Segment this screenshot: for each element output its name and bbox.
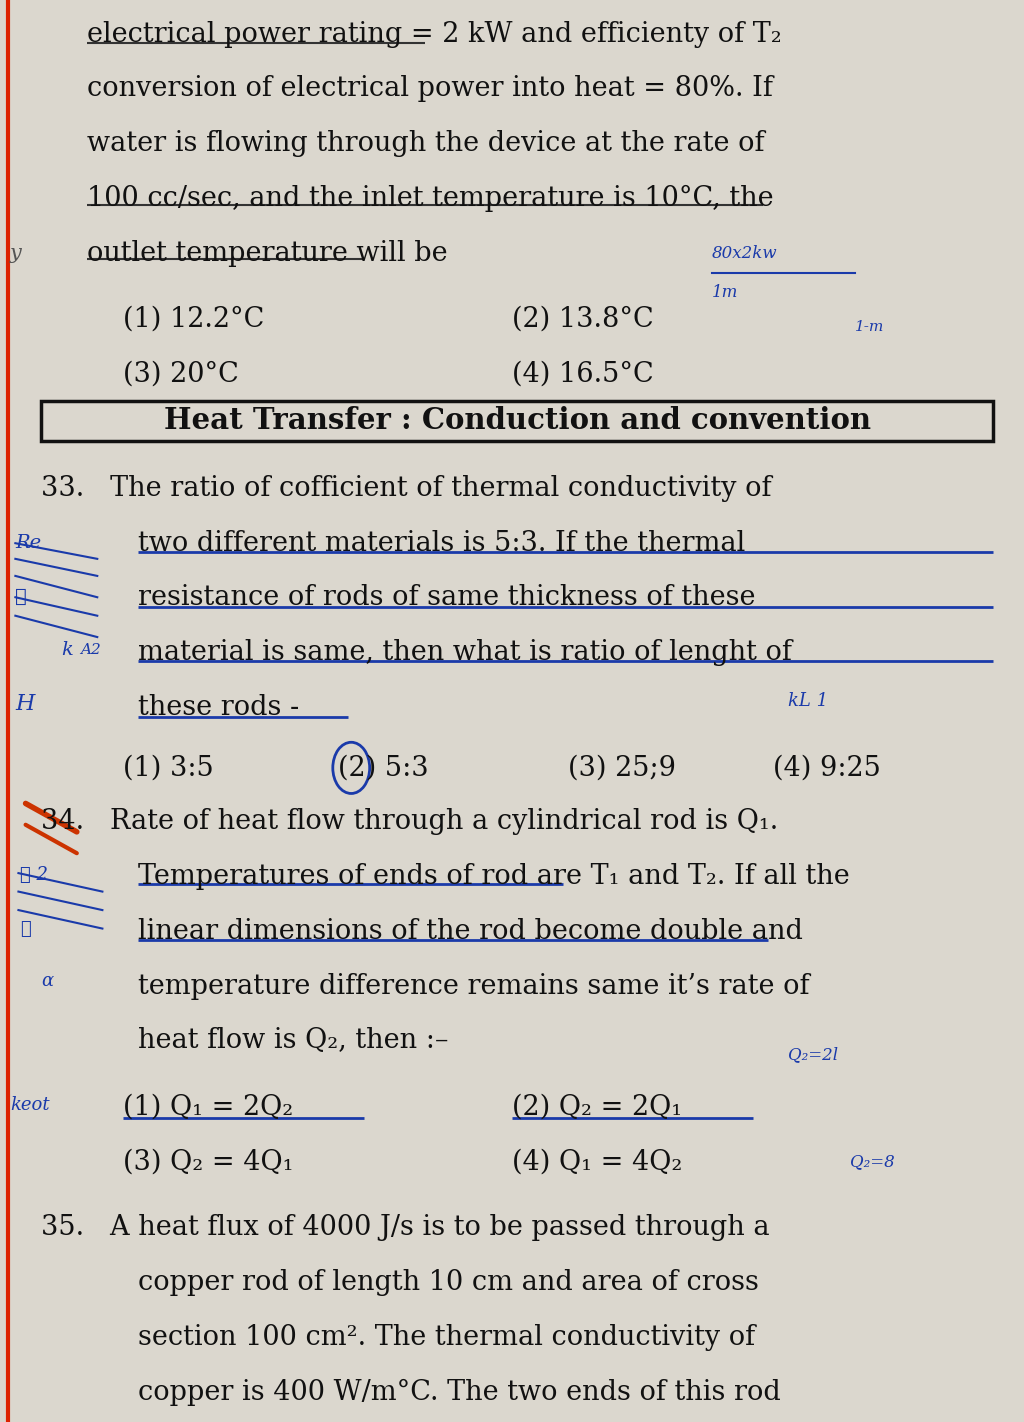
Text: ℓ 2: ℓ 2 [20, 866, 48, 883]
Text: Temperatures of ends of rod are T₁ and T₂. If all the: Temperatures of ends of rod are T₁ and T… [138, 863, 850, 890]
Text: conversion of electrical power into heat = 80%. If: conversion of electrical power into heat… [87, 75, 773, 102]
Text: α: α [41, 973, 53, 990]
Text: 80x2kw: 80x2kw [712, 245, 777, 262]
Text: Re: Re [15, 535, 42, 552]
Text: (3) 20°C: (3) 20°C [123, 361, 239, 387]
Text: Heat Transfer : Conduction and convention: Heat Transfer : Conduction and conventio… [164, 407, 870, 435]
Text: Q₂=2l: Q₂=2l [788, 1047, 839, 1064]
Text: A2: A2 [80, 643, 100, 657]
Text: copper rod of length 10 cm and area of cross: copper rod of length 10 cm and area of c… [138, 1270, 759, 1295]
Text: keot: keot [10, 1096, 50, 1113]
Text: (2) Q₂ = 2Q₁: (2) Q₂ = 2Q₁ [512, 1094, 682, 1121]
Text: (4) 16.5°C: (4) 16.5°C [512, 361, 653, 387]
Text: 34.   Rate of heat flow through a cylindrical rod is Q₁.: 34. Rate of heat flow through a cylindri… [41, 809, 778, 835]
Text: Q₂=8: Q₂=8 [850, 1153, 895, 1170]
Text: 33.   The ratio of cofficient of thermal conductivity of: 33. The ratio of cofficient of thermal c… [41, 475, 771, 502]
Text: 1m: 1m [712, 284, 738, 301]
FancyBboxPatch shape [41, 401, 993, 441]
Text: 1-m: 1-m [855, 320, 885, 334]
Text: section 100 cm². The thermal conductivity of: section 100 cm². The thermal conductivit… [138, 1324, 756, 1351]
Text: (3) Q₂ = 4Q₁: (3) Q₂ = 4Q₁ [123, 1149, 294, 1175]
Text: two different materials is 5:3. If the thermal: two different materials is 5:3. If the t… [138, 530, 745, 556]
Text: resistance of rods of same thickness of these: resistance of rods of same thickness of … [138, 584, 756, 611]
Text: (2) 5:3: (2) 5:3 [338, 755, 429, 781]
Text: these rods -: these rods - [138, 694, 299, 721]
Text: (1) Q₁ = 2Q₂: (1) Q₁ = 2Q₂ [123, 1094, 293, 1121]
Text: electrical power rating = 2 kW and efficienty of T₂: electrical power rating = 2 kW and effic… [87, 21, 781, 47]
Text: ℓ: ℓ [20, 920, 31, 937]
Text: (4) 9:25: (4) 9:25 [773, 755, 881, 781]
Text: linear dimensions of the rod become double and: linear dimensions of the rod become doub… [138, 919, 803, 944]
Text: outlet temperature will be: outlet temperature will be [87, 240, 447, 266]
Text: ℓ: ℓ [15, 589, 27, 606]
Text: water is flowing through the device at the rate of: water is flowing through the device at t… [87, 131, 765, 156]
Text: kL 1: kL 1 [788, 693, 828, 710]
Text: (2) 13.8°C: (2) 13.8°C [512, 306, 653, 333]
Text: 35.   A heat flux of 4000 J/s is to be passed through a: 35. A heat flux of 4000 J/s is to be pas… [41, 1214, 770, 1241]
Text: material is same, then what is ratio of lenght of: material is same, then what is ratio of … [138, 640, 793, 665]
Text: (1) 3:5: (1) 3:5 [123, 755, 214, 781]
Text: H: H [15, 693, 35, 715]
Text: k: k [61, 641, 74, 658]
Text: (4) Q₁ = 4Q₂: (4) Q₁ = 4Q₂ [512, 1149, 682, 1175]
Text: y: y [10, 243, 22, 263]
Text: (1) 12.2°C: (1) 12.2°C [123, 306, 264, 333]
Text: 100 cc/sec, and the inlet temperature is 10°C, the: 100 cc/sec, and the inlet temperature is… [87, 185, 774, 212]
Text: copper is 400 W/m°C. The two ends of this rod: copper is 400 W/m°C. The two ends of thi… [138, 1378, 781, 1406]
Text: (3) 25;9: (3) 25;9 [568, 755, 676, 781]
Text: temperature difference remains same it’s rate of: temperature difference remains same it’s… [138, 973, 810, 1000]
Text: heat flow is Q₂, then :–: heat flow is Q₂, then :– [138, 1028, 449, 1054]
